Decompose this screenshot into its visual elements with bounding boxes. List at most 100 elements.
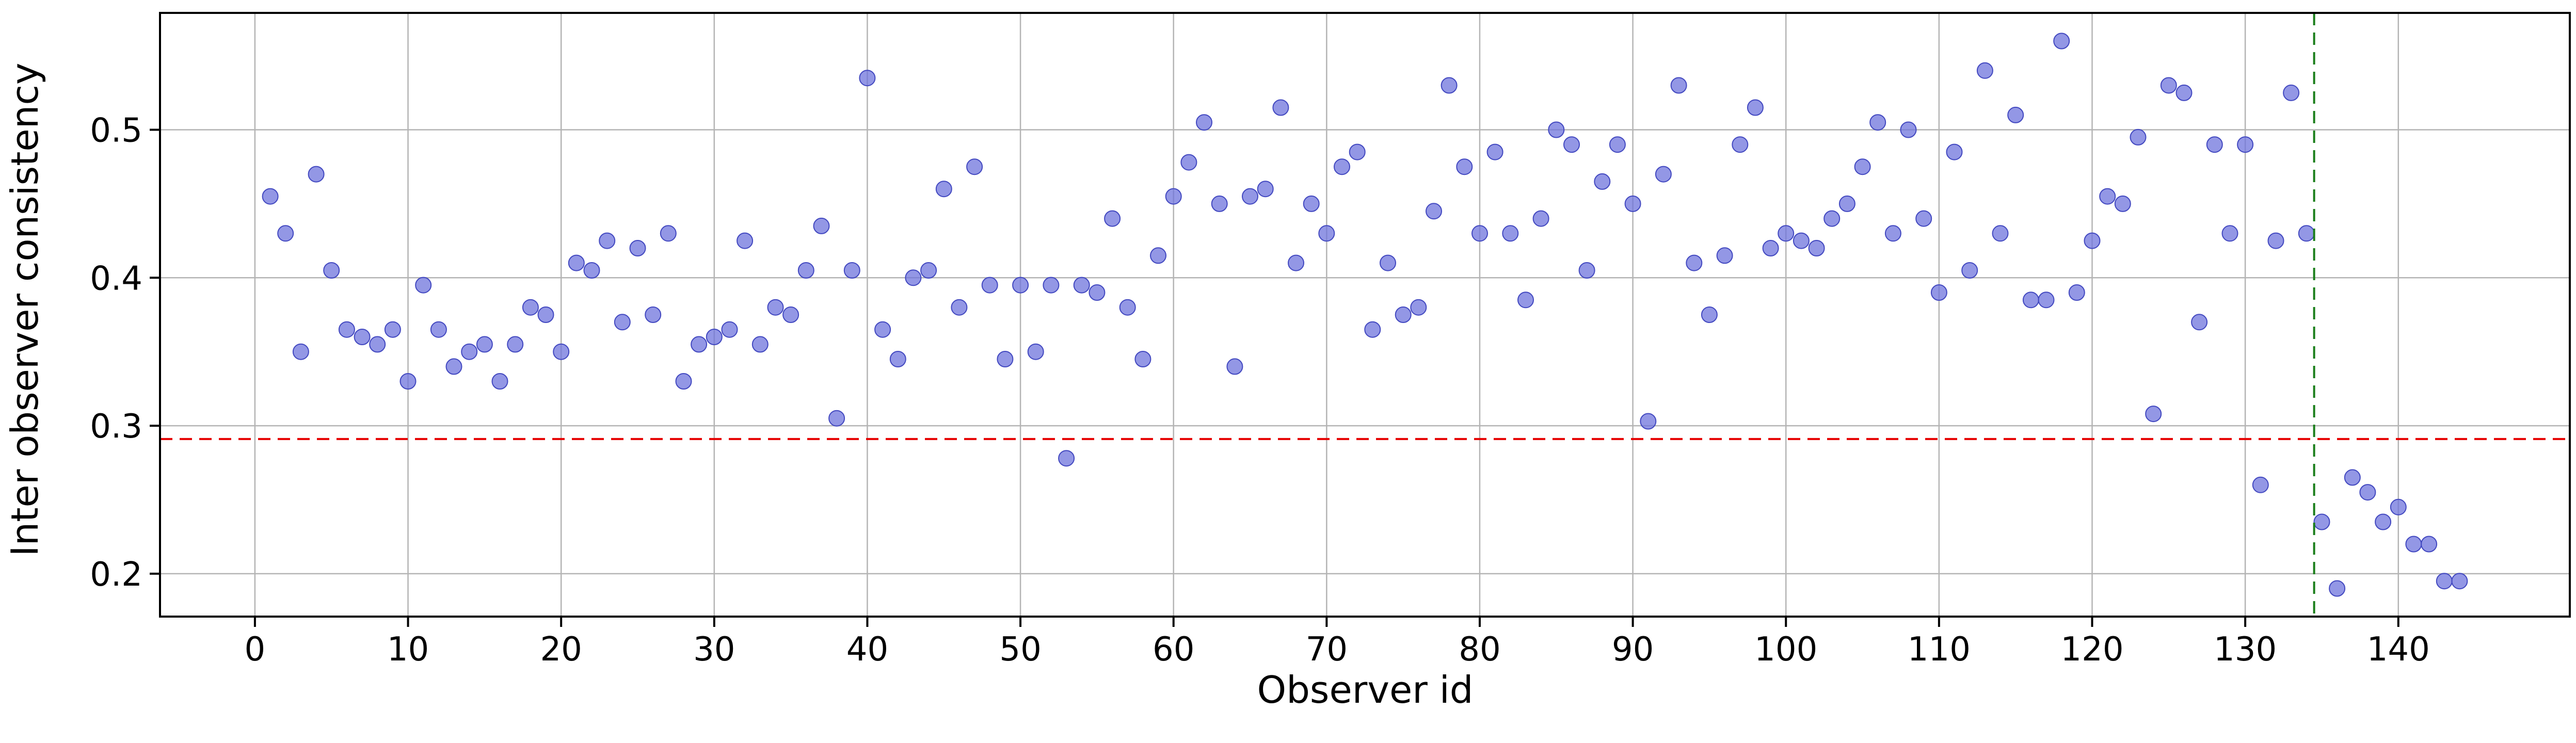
scatter-point <box>1762 240 1779 256</box>
scatter-point <box>415 277 432 294</box>
scatter-point <box>2160 77 2177 94</box>
scatter-point <box>507 336 524 353</box>
scatter-point <box>1548 121 1565 138</box>
scatter-point <box>354 329 371 345</box>
scatter-point <box>905 269 922 286</box>
scatter-point <box>1073 277 1090 294</box>
scatter-point <box>1670 77 1687 94</box>
scatter-point <box>1226 358 1243 375</box>
scatter-point <box>920 262 937 279</box>
scatter-point <box>1349 143 1366 160</box>
scatter-point <box>1380 254 1396 271</box>
y-tick-label: 0.5 <box>90 112 142 150</box>
scatter-point <box>1257 181 1274 198</box>
scatter-point <box>1640 413 1657 430</box>
scatter-point <box>813 217 830 234</box>
scatter-point <box>2375 513 2392 530</box>
scatter-point <box>522 299 539 316</box>
scatter-point <box>262 188 279 205</box>
x-tick-label: 130 <box>2214 631 2277 669</box>
scatter-point <box>1701 306 1718 323</box>
scatter-point <box>1778 225 1795 242</box>
scatter-point <box>767 299 784 316</box>
scatter-point <box>277 225 294 242</box>
scatter-point <box>2390 498 2407 515</box>
scatter-point <box>1272 99 1289 116</box>
scatter-point <box>2206 136 2223 153</box>
scatter-point <box>1517 292 1534 309</box>
scatter-point <box>614 314 631 331</box>
scatter-point <box>782 306 799 323</box>
x-tick-label: 80 <box>1459 631 1500 669</box>
scatter-point <box>1058 450 1075 467</box>
scatter-point <box>859 70 876 87</box>
scatter-point <box>1395 306 1412 323</box>
scatter-point <box>1946 143 1963 160</box>
scatter-point <box>1808 240 1825 256</box>
scatter-point <box>2313 513 2330 530</box>
scatter-point <box>2344 469 2361 486</box>
scatter-point <box>1900 121 1917 138</box>
x-tick-label: 110 <box>1908 631 1971 669</box>
scatter-point <box>2405 536 2422 553</box>
scatter-point <box>2221 225 2238 242</box>
scatter-point <box>292 343 309 360</box>
y-tick-label: 0.4 <box>90 260 142 298</box>
scatter-point <box>737 232 754 249</box>
scatter-point <box>1196 114 1212 131</box>
scatter-point <box>1456 158 1473 175</box>
scatter-point <box>1426 203 1442 220</box>
scatter-point <box>981 277 998 294</box>
x-tick-label: 0 <box>245 631 266 669</box>
scatter-point <box>660 225 677 242</box>
scatter-point <box>2175 84 2193 101</box>
scatter-point <box>874 321 891 338</box>
scatter-point <box>797 262 814 279</box>
scatter-point <box>1869 114 1886 131</box>
scatter-point <box>1410 299 1427 316</box>
scatter-point <box>1655 166 1672 183</box>
x-tick-label: 100 <box>1754 631 1817 669</box>
scatter-point <box>1609 136 1626 153</box>
scatter-point <box>1104 210 1121 227</box>
scatter-point <box>1288 254 1304 271</box>
scatter-point <box>629 240 646 256</box>
scatter-point <box>1012 277 1029 294</box>
scatter-point <box>1027 343 1044 360</box>
scatter-point <box>537 306 554 323</box>
scatter-point <box>445 358 462 375</box>
scatter-point <box>951 299 968 316</box>
scatter-point <box>2038 292 2055 309</box>
scatter-point <box>843 262 860 279</box>
scatter-point <box>568 254 585 271</box>
scatter-point <box>1211 195 1228 212</box>
scatter-point <box>751 336 769 353</box>
scatter-point <box>1930 284 1947 301</box>
scatter-point <box>2237 136 2254 153</box>
scatter-point <box>2007 106 2024 123</box>
plot-border <box>159 12 2571 618</box>
scatter-point <box>645 306 662 323</box>
scatter-point <box>430 321 447 338</box>
scatter-point <box>1716 247 1733 264</box>
scatter-point <box>1838 195 1855 212</box>
x-tick-label: 120 <box>2060 631 2123 669</box>
scatter-point <box>599 232 616 249</box>
x-tick-label: 60 <box>1153 631 1194 669</box>
scatter-point <box>1992 225 2009 242</box>
scatter-point <box>1532 210 1549 227</box>
scatter-point <box>1502 225 1519 242</box>
scatter-point <box>2359 484 2376 501</box>
y-axis-label: Inter observer consistency <box>3 62 46 557</box>
scatter-point <box>2298 225 2315 242</box>
scatter-point <box>966 158 983 175</box>
x-axis-label: Observer id <box>1257 668 1474 712</box>
scatter-point <box>1578 262 1595 279</box>
scatter-point <box>1486 143 1503 160</box>
scatter-point <box>1089 284 1106 301</box>
scatter-point <box>2022 292 2039 309</box>
scatter-point <box>2421 536 2438 553</box>
scatter-point <box>384 321 401 338</box>
scatter-point <box>2436 573 2453 590</box>
